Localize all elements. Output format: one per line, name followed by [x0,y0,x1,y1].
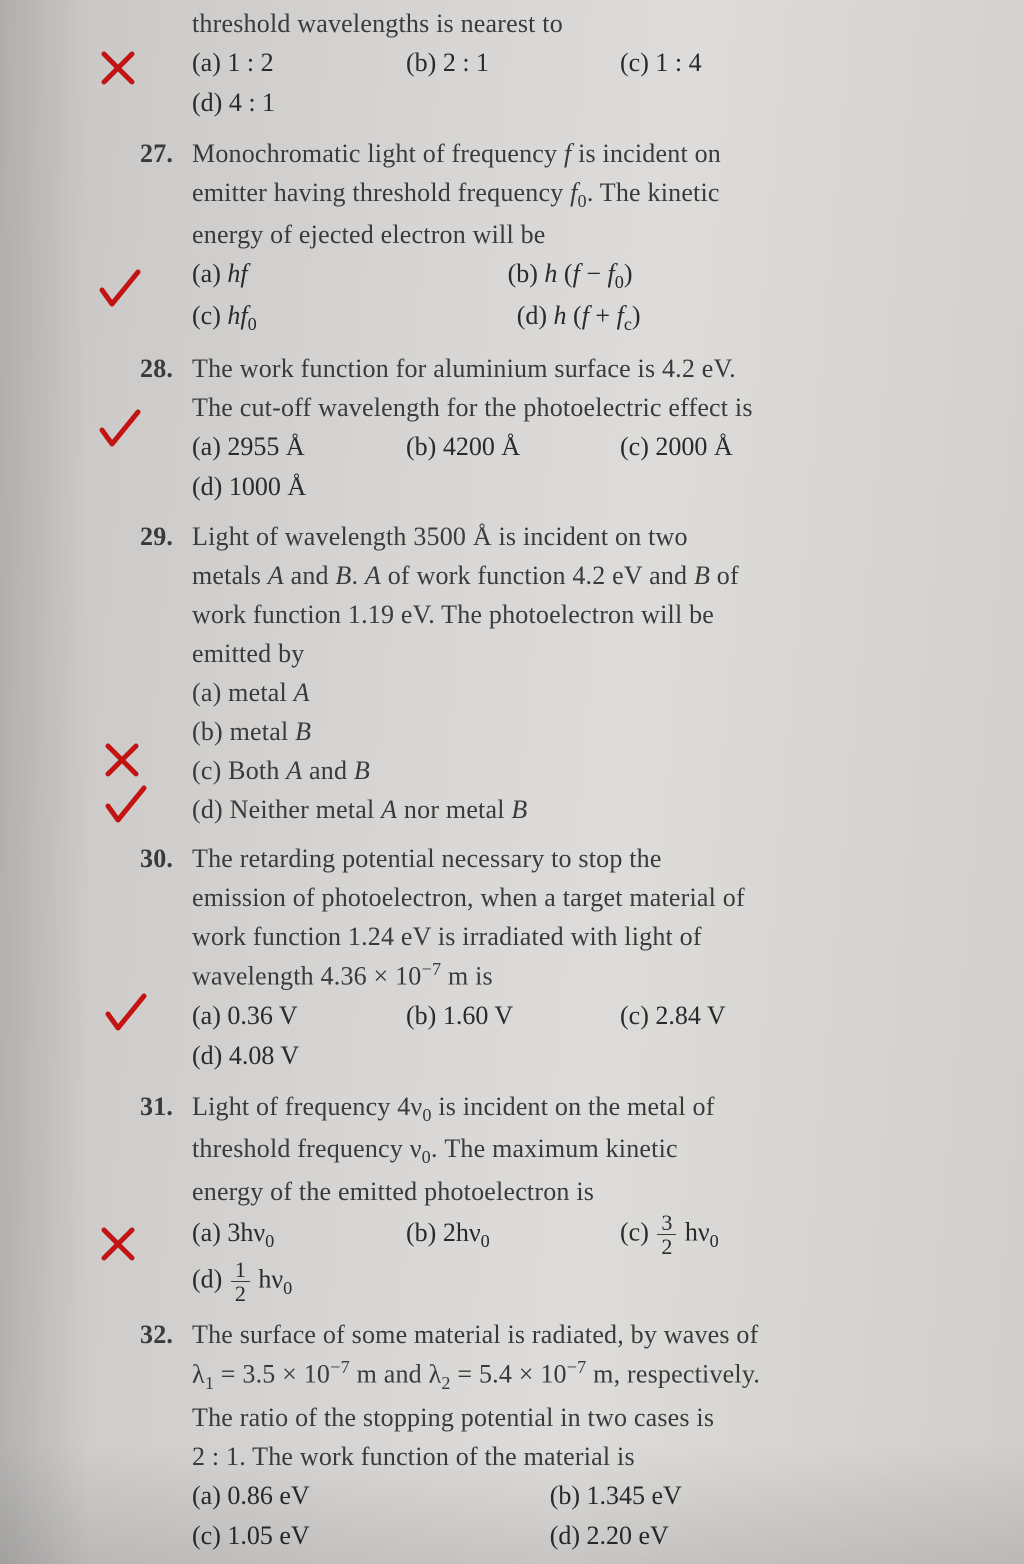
q27-options-row1: (a) hf (b) h (f − f0) [192,254,964,296]
q28-opt-a: (a) 2955 Å [192,427,362,467]
q32-l1: The surface of some material is radiated… [192,1320,759,1349]
q29-l4: emitted by [192,634,964,673]
q32-l2: λ1 = 3.5 × 10−7 m and λ2 = 5.4 × 10−7 m,… [192,1354,964,1397]
q28-opt-d: (d) 1000 Å [192,467,362,507]
q26-stem-tail: threshold wavelengths is nearest to [192,4,964,43]
q31-number: 31. [140,1087,192,1126]
q27-number: 27. [140,134,192,173]
q28-l2: The cut-off wavelength for the photoelec… [192,388,964,427]
scanned-page: threshold wavelengths is nearest to (a) … [0,0,1024,1564]
q26-options: (a) 1 : 2 (b) 2 : 1 (c) 1 : 4 (d) 4 : 1 [192,43,964,124]
q27-opt-a: (a) hf [192,254,248,296]
q30-l2: emission of photoelectron, when a target… [192,878,964,917]
q29-opt-c: (c) Both A and B [192,751,964,790]
q32-opt-c: (c) 1.05 eV [192,1516,310,1556]
q30-opt-c: (c) 2.84 V [620,996,790,1036]
q27-opt-c: (c) hf0 [192,296,257,338]
q28-line1: 28.The work function for aluminium surfa… [192,349,964,388]
q27-l2: emitter having threshold frequency f0. T… [192,173,964,215]
q32-line1: 32.The surface of some material is radia… [192,1315,964,1354]
q32-number: 32. [140,1315,192,1354]
q32-opt-b: (b) 1.345 eV [550,1476,682,1516]
q31-opt-d: (d) 12 hν0 [192,1258,362,1305]
q30-opt-b: (b) 1.60 V [406,996,576,1036]
q29-number: 29. [140,517,192,556]
q29-opt-d: (d) Neither metal A nor metal B [192,790,964,829]
q27-l1: Monochromatic light of frequency f is in… [192,139,721,168]
q32-opt-d: (d) 2.20 eV [550,1516,669,1556]
q30-l1: The retarding potential necessary to sto… [192,844,662,873]
q29-l3: work function 1.19 eV. The photoelectron… [192,595,964,634]
q26-opt-d: (d) 4 : 1 [192,83,362,123]
q26-opt-b: (b) 2 : 1 [406,43,576,83]
q30-opt-d: (d) 4.08 V [192,1036,362,1076]
q28-opt-c: (c) 2000 Å [620,427,790,467]
q32-opt-a: (a) 0.86 eV [192,1476,310,1516]
q30-number: 30. [140,839,192,878]
q31-options: (a) 3hν0 (b) 2hν0 (c) 32 hν0 (d) 12 hν0 [192,1211,964,1306]
q29-line1: 29.Light of wavelength 3500 Å is inciden… [192,517,964,556]
q27-opt-b: (b) h (f − f0) [508,254,633,296]
q29-l2: metals A and B. A of work function 4.2 e… [192,556,964,595]
q28-l1: The work function for aluminium surface … [192,354,736,383]
cross-mark-icon [96,46,140,90]
q30-line1: 30.The retarding potential necessary to … [192,839,964,878]
q27-options-row2: (c) hf0 (d) h (f + fc) [192,296,964,338]
q31-l1: Light of frequency 4ν0 is incident on th… [192,1092,715,1121]
q27-l3: energy of ejected electron will be [192,215,964,254]
q32-options-row2: (c) 1.05 eV (d) 2.20 eV [192,1516,964,1556]
shadow-left [0,0,90,1564]
q32-l4: 2 : 1. The work function of the material… [192,1437,964,1476]
q29-l1: Light of wavelength 3500 Å is incident o… [192,522,688,551]
q32-l3: The ratio of the stopping potential in t… [192,1398,964,1437]
q31-opt-c: (c) 32 hν0 [620,1211,790,1258]
q26-opt-a: (a) 1 : 2 [192,43,362,83]
q28-options: (a) 2955 Å (b) 4200 Å (c) 2000 Å (d) 100… [192,427,964,508]
q26-opt-c: (c) 1 : 4 [620,43,790,83]
q31-l2: threshold frequency ν0. The maximum kine… [192,1129,964,1171]
tick-mark-icon [98,406,142,450]
q27-opt-d: (d) h (f + fc) [517,296,641,338]
q28-number: 28. [140,349,192,388]
q30-l4: wavelength 4.36 × 10−7 m is [192,956,964,996]
q28-opt-b: (b) 4200 Å [406,427,576,467]
q27-line1: 27.Monochromatic light of frequency f is… [192,134,964,173]
q29-opt-a: (a) metal A [192,673,964,712]
q29-opt-b: (b) metal B [192,712,964,751]
q31-l3: energy of the emitted photoelectron is [192,1172,964,1211]
q30-l3: work function 1.24 eV is irradiated with… [192,917,964,956]
cross-mark-icon [96,1222,140,1266]
q30-options: (a) 0.36 V (b) 1.60 V (c) 2.84 V (d) 4.0… [192,996,964,1077]
q32-options-row1: (a) 0.86 eV (b) 1.345 eV [192,1476,964,1516]
q31-line1: 31.Light of frequency 4ν0 is incident on… [192,1087,964,1129]
q31-opt-a: (a) 3hν0 [192,1213,362,1255]
q30-opt-a: (a) 0.36 V [192,996,362,1036]
q31-opt-b: (b) 2hν0 [406,1213,576,1255]
tick-mark-icon [98,266,142,310]
cross-mark-icon [100,738,144,782]
